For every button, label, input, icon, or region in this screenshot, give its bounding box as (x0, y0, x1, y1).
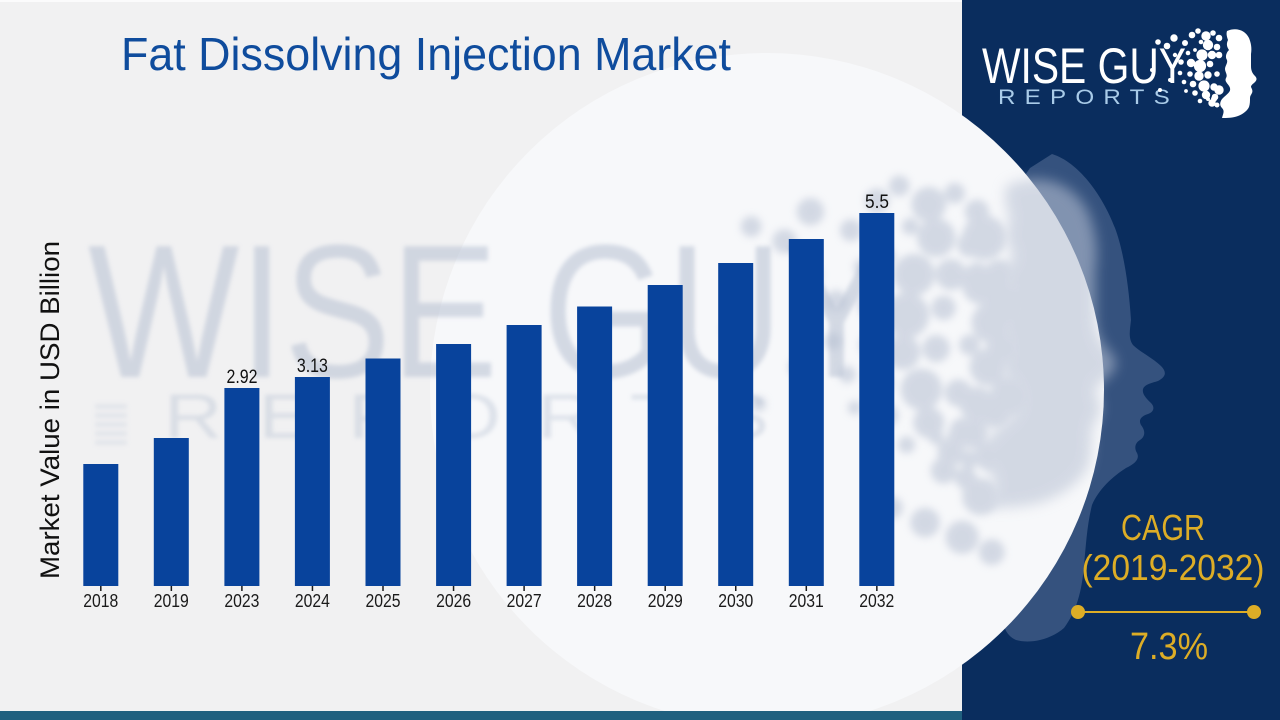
svg-text:2023: 2023 (224, 590, 259, 611)
svg-text:2031: 2031 (789, 590, 824, 611)
svg-text:2026: 2026 (436, 590, 471, 611)
svg-text:REPORTS: REPORTS (164, 382, 805, 452)
svg-text:2.92: 2.92 (227, 366, 258, 388)
svg-text:Fat Dissolving Injection Marke: Fat Dissolving Injection Market (121, 28, 731, 80)
svg-text:WISE GUY: WISE GUY (982, 38, 1186, 94)
svg-text:Market Value in USD Billion: Market Value in USD Billion (35, 241, 65, 579)
svg-text:(2019-2032): (2019-2032) (1082, 547, 1265, 588)
svg-text:REPORTS: REPORTS (998, 86, 1179, 109)
svg-text:2024: 2024 (295, 590, 330, 611)
svg-text:2025: 2025 (366, 590, 401, 611)
svg-text:2028: 2028 (577, 590, 612, 611)
svg-text:2032: 2032 (859, 590, 894, 611)
svg-text:WISE GUY: WISE GUY (88, 206, 890, 418)
svg-text:5.5: 5.5 (865, 191, 889, 213)
svg-text:2027: 2027 (507, 590, 542, 611)
svg-text:CAGR: CAGR (1121, 507, 1205, 548)
svg-text:2030: 2030 (718, 590, 753, 611)
svg-text:2029: 2029 (648, 590, 683, 611)
svg-text:2019: 2019 (154, 590, 189, 611)
svg-text:7.3%: 7.3% (1130, 626, 1208, 668)
svg-text:2018: 2018 (83, 590, 118, 611)
svg-text:3.13: 3.13 (297, 355, 328, 377)
